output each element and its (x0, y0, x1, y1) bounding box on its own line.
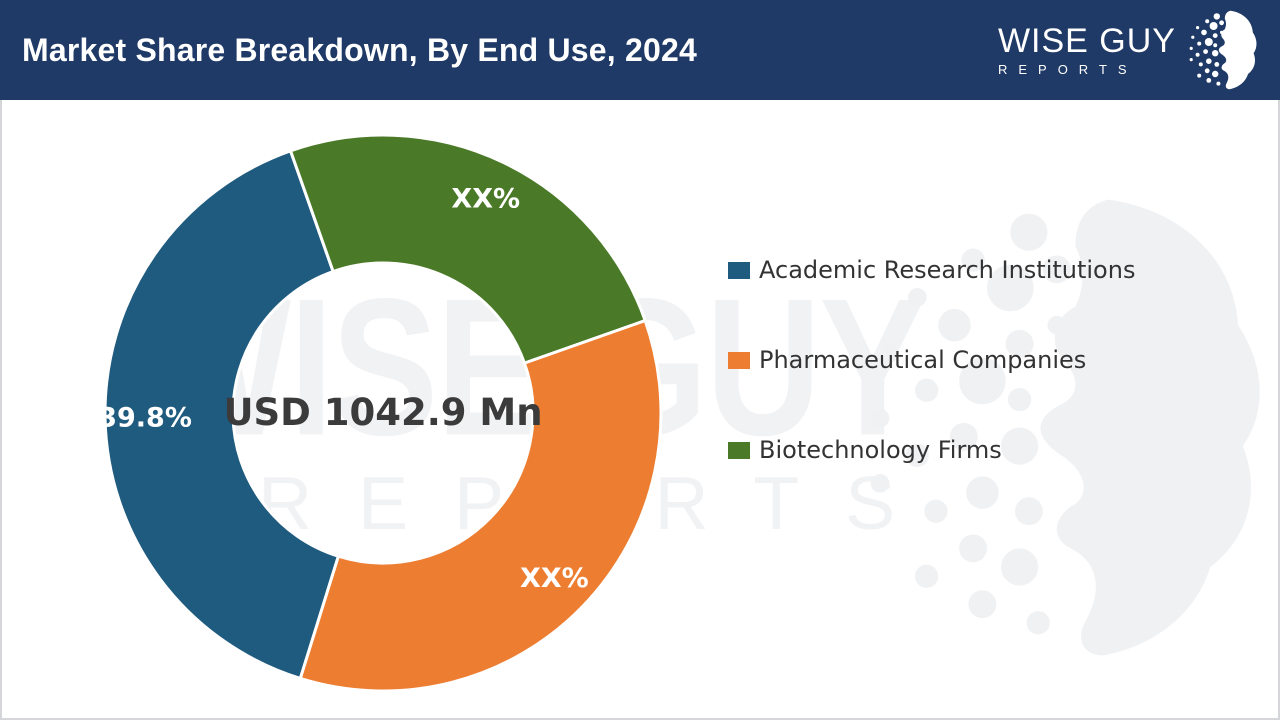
logo-subtitle: REPORTS (997, 61, 1138, 77)
donut-center-value: USD 1042.9 Mn (223, 391, 543, 434)
slice-label-1: XX% (520, 563, 589, 594)
legend-swatch (728, 261, 750, 279)
chart-legend: Academic Research Institutions Pharmaceu… (728, 256, 1135, 464)
logo-text: WISE GUY REPORTS (998, 24, 1176, 77)
donut-slice-0 (103, 149, 340, 680)
donut-slice-1 (298, 319, 663, 693)
wiseguy-logo: WISE GUY REPORTS (998, 9, 1260, 91)
legend-label: Academic Research Institutions (759, 256, 1136, 284)
page-title: Market Share Breakdown, By End Use, 2024 (22, 31, 697, 68)
logo-wordmark: WISE GUY (997, 21, 1176, 60)
legend-label: Biotechnology Firms (759, 436, 1002, 464)
slice-label-0: 39.8% (98, 402, 192, 433)
legend-item-academic-research-institutions: Academic Research Institutions (728, 256, 1135, 284)
legend-label: Pharmaceutical Companies (759, 346, 1087, 374)
header: Market Share Breakdown, By End Use, 2024… (0, 0, 1280, 100)
legend-swatch (728, 351, 750, 369)
donut-chart: 39.8% XX% XX% (98, 133, 663, 693)
legend-swatch (728, 441, 750, 459)
donut-slice-2 (289, 133, 647, 365)
wiseguy-face-icon (1189, 10, 1257, 90)
legend-item-pharmaceutical-companies: Pharmaceutical Companies (728, 346, 1135, 374)
slice-label-2: XX% (451, 183, 520, 214)
legend-item-biotechnology-firms: Biotechnology Firms (728, 436, 1135, 464)
